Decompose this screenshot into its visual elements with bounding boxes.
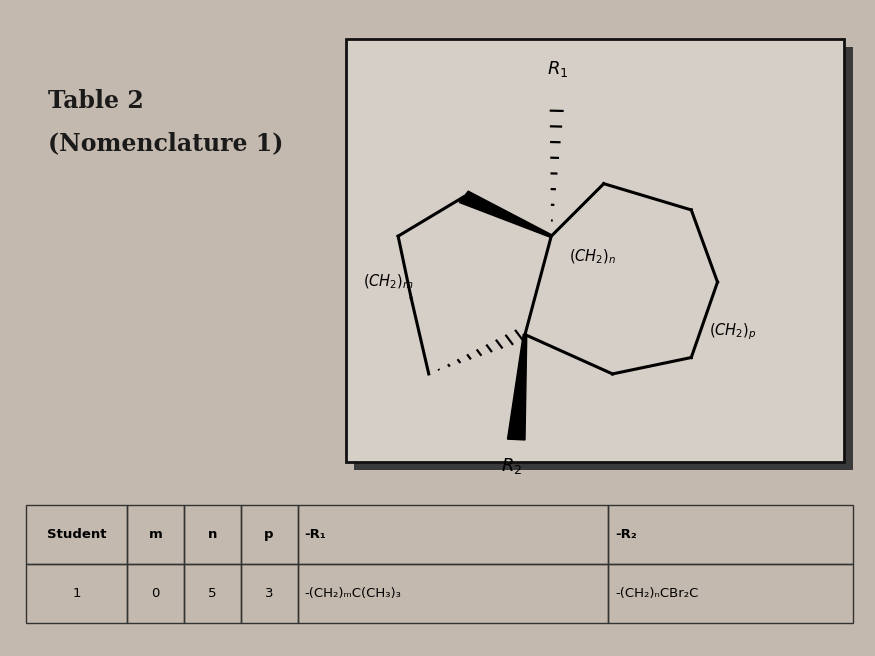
Text: n: n xyxy=(207,528,217,541)
Text: 3: 3 xyxy=(265,587,273,600)
Bar xyxy=(608,505,853,564)
Text: $R_2$: $R_2$ xyxy=(501,456,522,476)
Text: -(CH₂)ₘC(CH₃)₃: -(CH₂)ₘC(CH₃)₃ xyxy=(304,587,402,600)
Bar xyxy=(241,564,298,623)
Bar xyxy=(298,505,608,564)
Bar xyxy=(608,564,853,623)
Bar xyxy=(346,39,844,462)
Bar xyxy=(127,505,184,564)
Text: (Nomenclature 1): (Nomenclature 1) xyxy=(48,131,284,155)
Text: Table 2: Table 2 xyxy=(48,89,144,113)
Bar xyxy=(26,505,127,564)
Bar xyxy=(298,564,608,623)
Text: 0: 0 xyxy=(151,587,159,600)
Text: m: m xyxy=(149,528,162,541)
Text: 5: 5 xyxy=(208,587,216,600)
Bar xyxy=(241,505,298,564)
Text: $(CH_2)_m$: $(CH_2)_m$ xyxy=(363,273,414,291)
Bar xyxy=(184,505,241,564)
Polygon shape xyxy=(507,335,527,440)
Bar xyxy=(26,564,127,623)
Text: -R₁: -R₁ xyxy=(304,528,326,541)
Text: $R_1$: $R_1$ xyxy=(547,59,568,79)
Text: $(CH_2)_p$: $(CH_2)_p$ xyxy=(709,321,757,342)
Text: 1: 1 xyxy=(73,587,80,600)
Bar xyxy=(184,564,241,623)
Text: -(CH₂)ₙCBr₂C: -(CH₂)ₙCBr₂C xyxy=(615,587,698,600)
Text: $(CH_2)_n$: $(CH_2)_n$ xyxy=(569,248,616,266)
Polygon shape xyxy=(459,191,552,237)
Bar xyxy=(127,564,184,623)
Text: Student: Student xyxy=(47,528,107,541)
Text: -R₂: -R₂ xyxy=(615,528,637,541)
Text: p: p xyxy=(264,528,274,541)
Bar xyxy=(354,47,853,470)
